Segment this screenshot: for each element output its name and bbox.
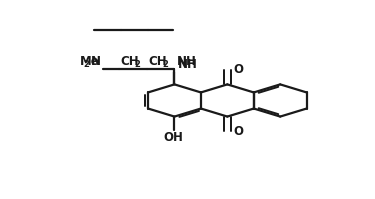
Text: CH: CH (120, 55, 139, 67)
Text: NH: NH (177, 58, 197, 71)
Text: O: O (233, 125, 243, 138)
Text: CH: CH (148, 55, 167, 67)
Text: N: N (91, 55, 101, 68)
Text: 2: 2 (83, 60, 89, 69)
Text: O: O (233, 63, 243, 76)
Text: NH: NH (177, 55, 197, 68)
Text: 2: 2 (162, 60, 168, 69)
Text: Me: Me (80, 55, 100, 68)
Text: 2: 2 (134, 60, 140, 69)
Text: OH: OH (164, 131, 184, 144)
